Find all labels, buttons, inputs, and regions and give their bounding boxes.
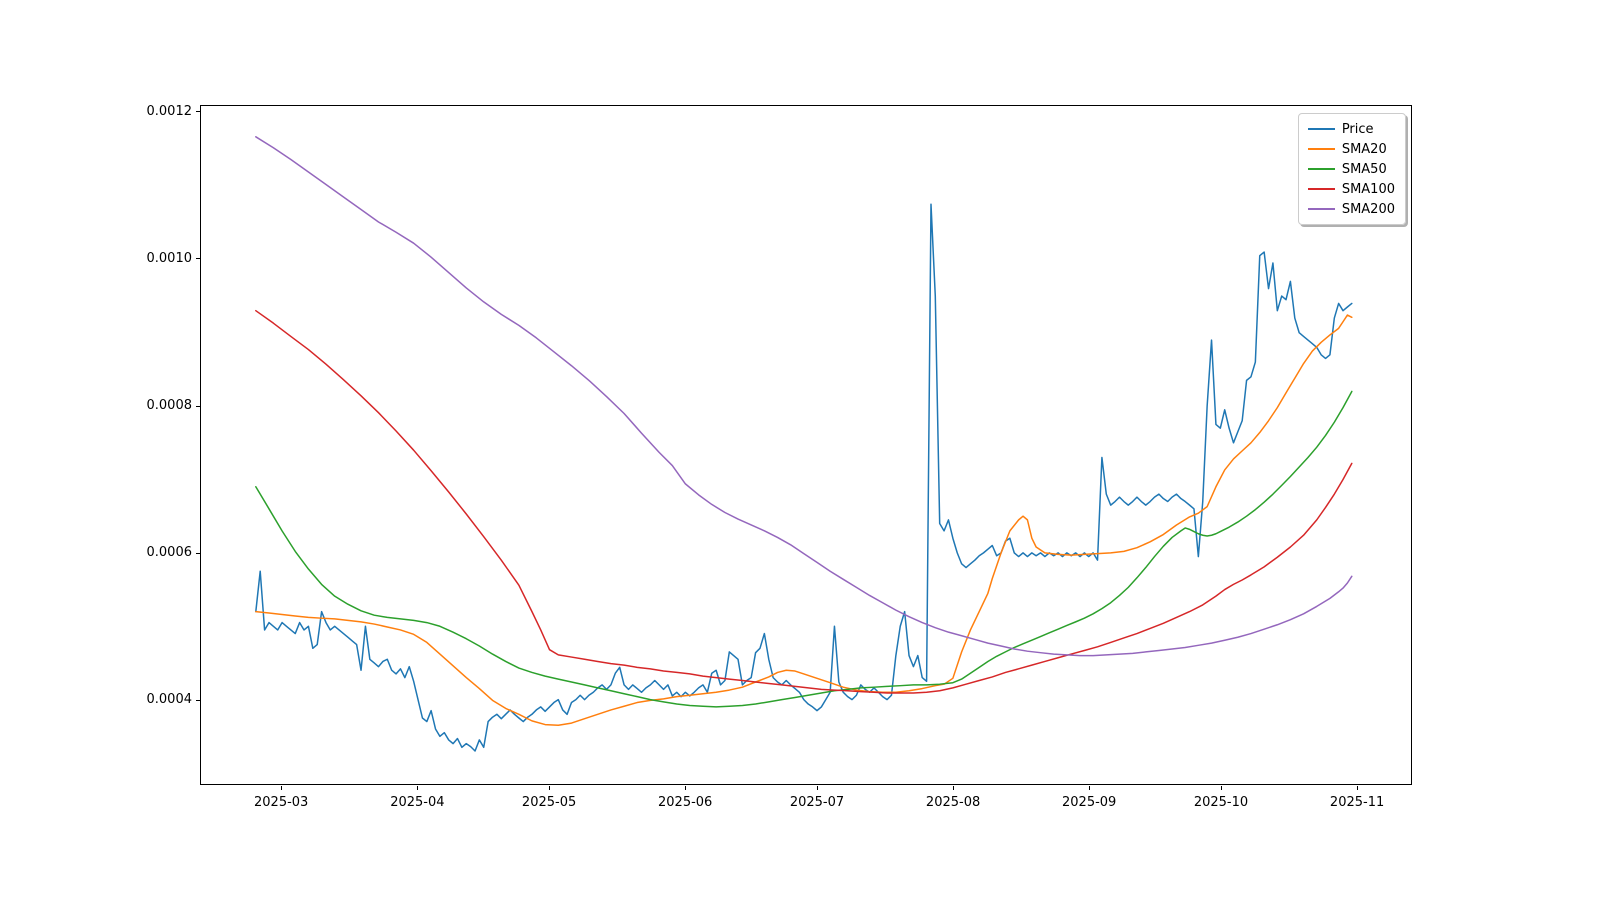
legend-line-sample-sma50 (1307, 168, 1335, 170)
x-tick-label: 2025-03 (254, 795, 309, 810)
legend-item-sma200: SMA200 (1307, 199, 1395, 219)
x-tick-mark (952, 786, 954, 790)
x-tick-mark (684, 786, 686, 790)
x-tick-mark (548, 786, 550, 790)
series-line-price (255, 203, 1353, 752)
legend-line-sample-sma100 (1307, 188, 1335, 190)
x-tick-mark (416, 786, 418, 790)
y-tick-mark (196, 699, 200, 701)
legend-label-sma200: SMA200 (1341, 201, 1395, 217)
y-tick-label: 0.0004 (146, 692, 193, 708)
x-tick-label: 2025-08 (925, 795, 981, 810)
series-line-sma50 (255, 390, 1353, 708)
x-tick-label: 2025-06 (658, 795, 713, 810)
x-tick-mark (280, 786, 282, 790)
y-tick-label: 0.0006 (146, 545, 193, 561)
x-tick-mark (1088, 786, 1090, 790)
x-tick-label: 2025-05 (521, 795, 577, 810)
legend-label-price: Price (1341, 121, 1374, 137)
series-line-sma200 (255, 136, 1353, 657)
legend-item-sma20: SMA20 (1307, 139, 1395, 159)
legend-label-sma20: SMA20 (1341, 141, 1387, 157)
x-tick-mark (816, 786, 818, 790)
legend-item-sma50: SMA50 (1307, 159, 1395, 179)
y-tick-label: 0.0010 (146, 250, 193, 266)
x-tick-mark (1356, 786, 1358, 790)
legend-line-sample-sma20 (1307, 148, 1335, 150)
legend: Price SMA20 SMA50 SMA100 SMA200 (1297, 113, 1406, 225)
chart-canvas (255, 136, 1353, 752)
legend-item-sma100: SMA100 (1307, 179, 1395, 199)
x-tick-mark (1220, 786, 1222, 790)
legend-label-sma100: SMA100 (1341, 181, 1395, 197)
y-tick-label: 0.0012 (146, 103, 193, 119)
y-tick-mark (196, 258, 200, 260)
plot-area: Price SMA20 SMA50 SMA100 SMA200 (200, 105, 1412, 785)
x-tick-label: 2025-04 (390, 795, 445, 810)
x-tick-label: 2025-09 (1062, 795, 1117, 810)
x-tick-label: 2025-07 (789, 795, 845, 810)
legend-line-sample-sma200 (1307, 208, 1335, 210)
x-tick-label: 2025-10 (1193, 795, 1249, 810)
y-tick-mark (196, 111, 200, 113)
series-line-sma100 (255, 309, 1353, 694)
legend-item-price: Price (1307, 119, 1395, 139)
y-tick-label: 0.0008 (146, 398, 193, 413)
y-tick-mark (196, 405, 200, 407)
legend-line-sample-price (1307, 128, 1335, 130)
x-tick-label: 2025-11 (1329, 795, 1385, 810)
y-tick-mark (196, 552, 200, 554)
series-line-sma20 (255, 314, 1353, 727)
legend-label-sma50: SMA50 (1341, 161, 1387, 177)
